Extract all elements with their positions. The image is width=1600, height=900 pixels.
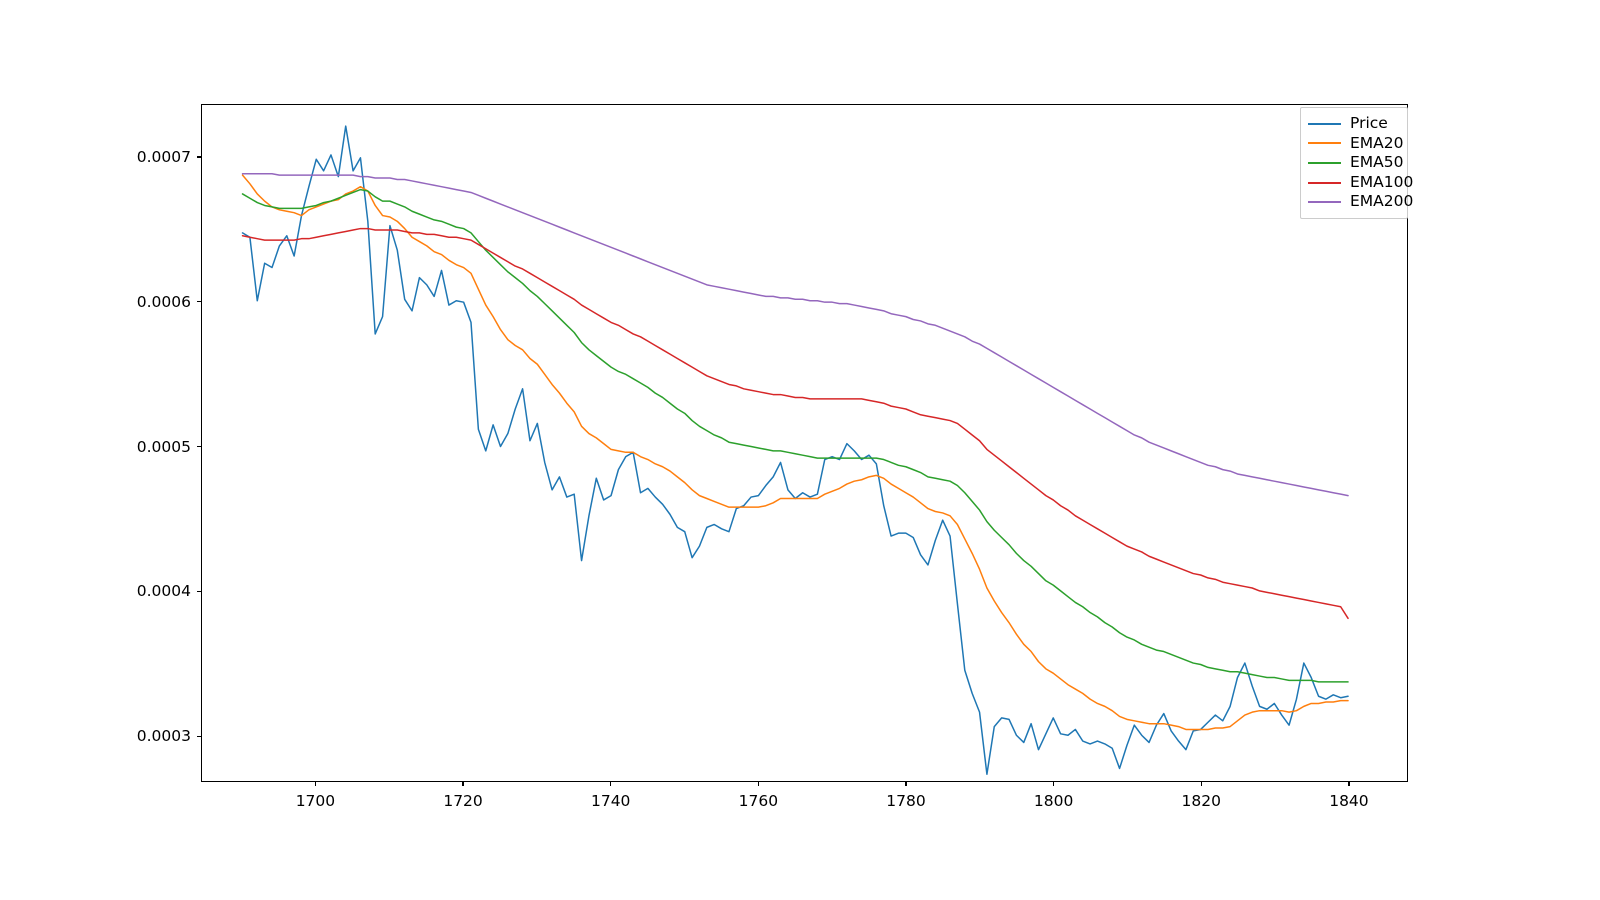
y-tick-label: 0.0005: [136, 437, 191, 456]
x-tick-label: 1800: [1033, 792, 1074, 810]
x-tick-mark: [905, 782, 907, 787]
plot-area: [201, 104, 1408, 782]
x-tick-label: 1780: [886, 792, 926, 810]
x-tick-mark: [1053, 782, 1055, 787]
x-tick-mark: [314, 782, 316, 787]
x-tick-mark: [462, 782, 464, 787]
y-tick-label: 0.0004: [136, 582, 191, 601]
legend-color-swatch: [1308, 161, 1341, 164]
x-tick-label: 1820: [1181, 792, 1222, 810]
y-tick-mark: [196, 735, 201, 737]
legend-label: EMA50: [1350, 153, 1404, 172]
x-tick-label: 1720: [443, 792, 483, 810]
y-tick-label: 0.0003: [136, 727, 191, 746]
x-tick-mark: [610, 782, 612, 787]
y-tick-mark: [196, 156, 201, 158]
line-series-ema20: [243, 175, 1349, 729]
x-tick-label: 1700: [295, 792, 336, 810]
x-tick-label: 1740: [590, 792, 631, 810]
legend-item-ema100[interactable]: EMA100: [1308, 173, 1413, 193]
legend-label: Price: [1350, 114, 1388, 133]
y-tick-label: 0.0007: [136, 147, 191, 166]
x-tick-label: 1760: [738, 792, 779, 810]
y-tick-label: 0.0006: [136, 292, 191, 311]
legend-item-price[interactable]: Price: [1308, 114, 1399, 134]
legend-label: EMA100: [1350, 172, 1414, 191]
y-tick-mark: [196, 301, 201, 303]
line-series-price: [243, 126, 1349, 774]
legend-item-ema20[interactable]: EMA20: [1308, 134, 1404, 154]
y-tick-mark: [196, 445, 201, 448]
series-lines: [202, 105, 1407, 781]
chart-legend: Price EMA20 EMA50 EMA100 EMA200: [1300, 107, 1413, 219]
legend-label: EMA20: [1350, 133, 1404, 152]
legend-color-swatch: [1308, 181, 1341, 184]
x-tick-mark: [757, 782, 759, 787]
legend-color-swatch: [1308, 201, 1341, 204]
legend-color-swatch: [1308, 142, 1341, 145]
legend-item-ema200[interactable]: EMA200: [1308, 192, 1413, 212]
x-tick-mark: [1200, 782, 1202, 787]
legend-item-ema50[interactable]: EMA50: [1308, 153, 1404, 173]
x-tick-label: 1840: [1329, 792, 1369, 810]
legend-color-swatch: [1308, 122, 1341, 125]
line-series-ema100: [243, 229, 1349, 619]
line-series-ema200: [243, 174, 1349, 496]
x-tick-mark: [1348, 782, 1350, 787]
legend-label: EMA200: [1350, 192, 1414, 211]
y-tick-mark: [196, 590, 201, 592]
line-series-ema50: [243, 190, 1349, 682]
